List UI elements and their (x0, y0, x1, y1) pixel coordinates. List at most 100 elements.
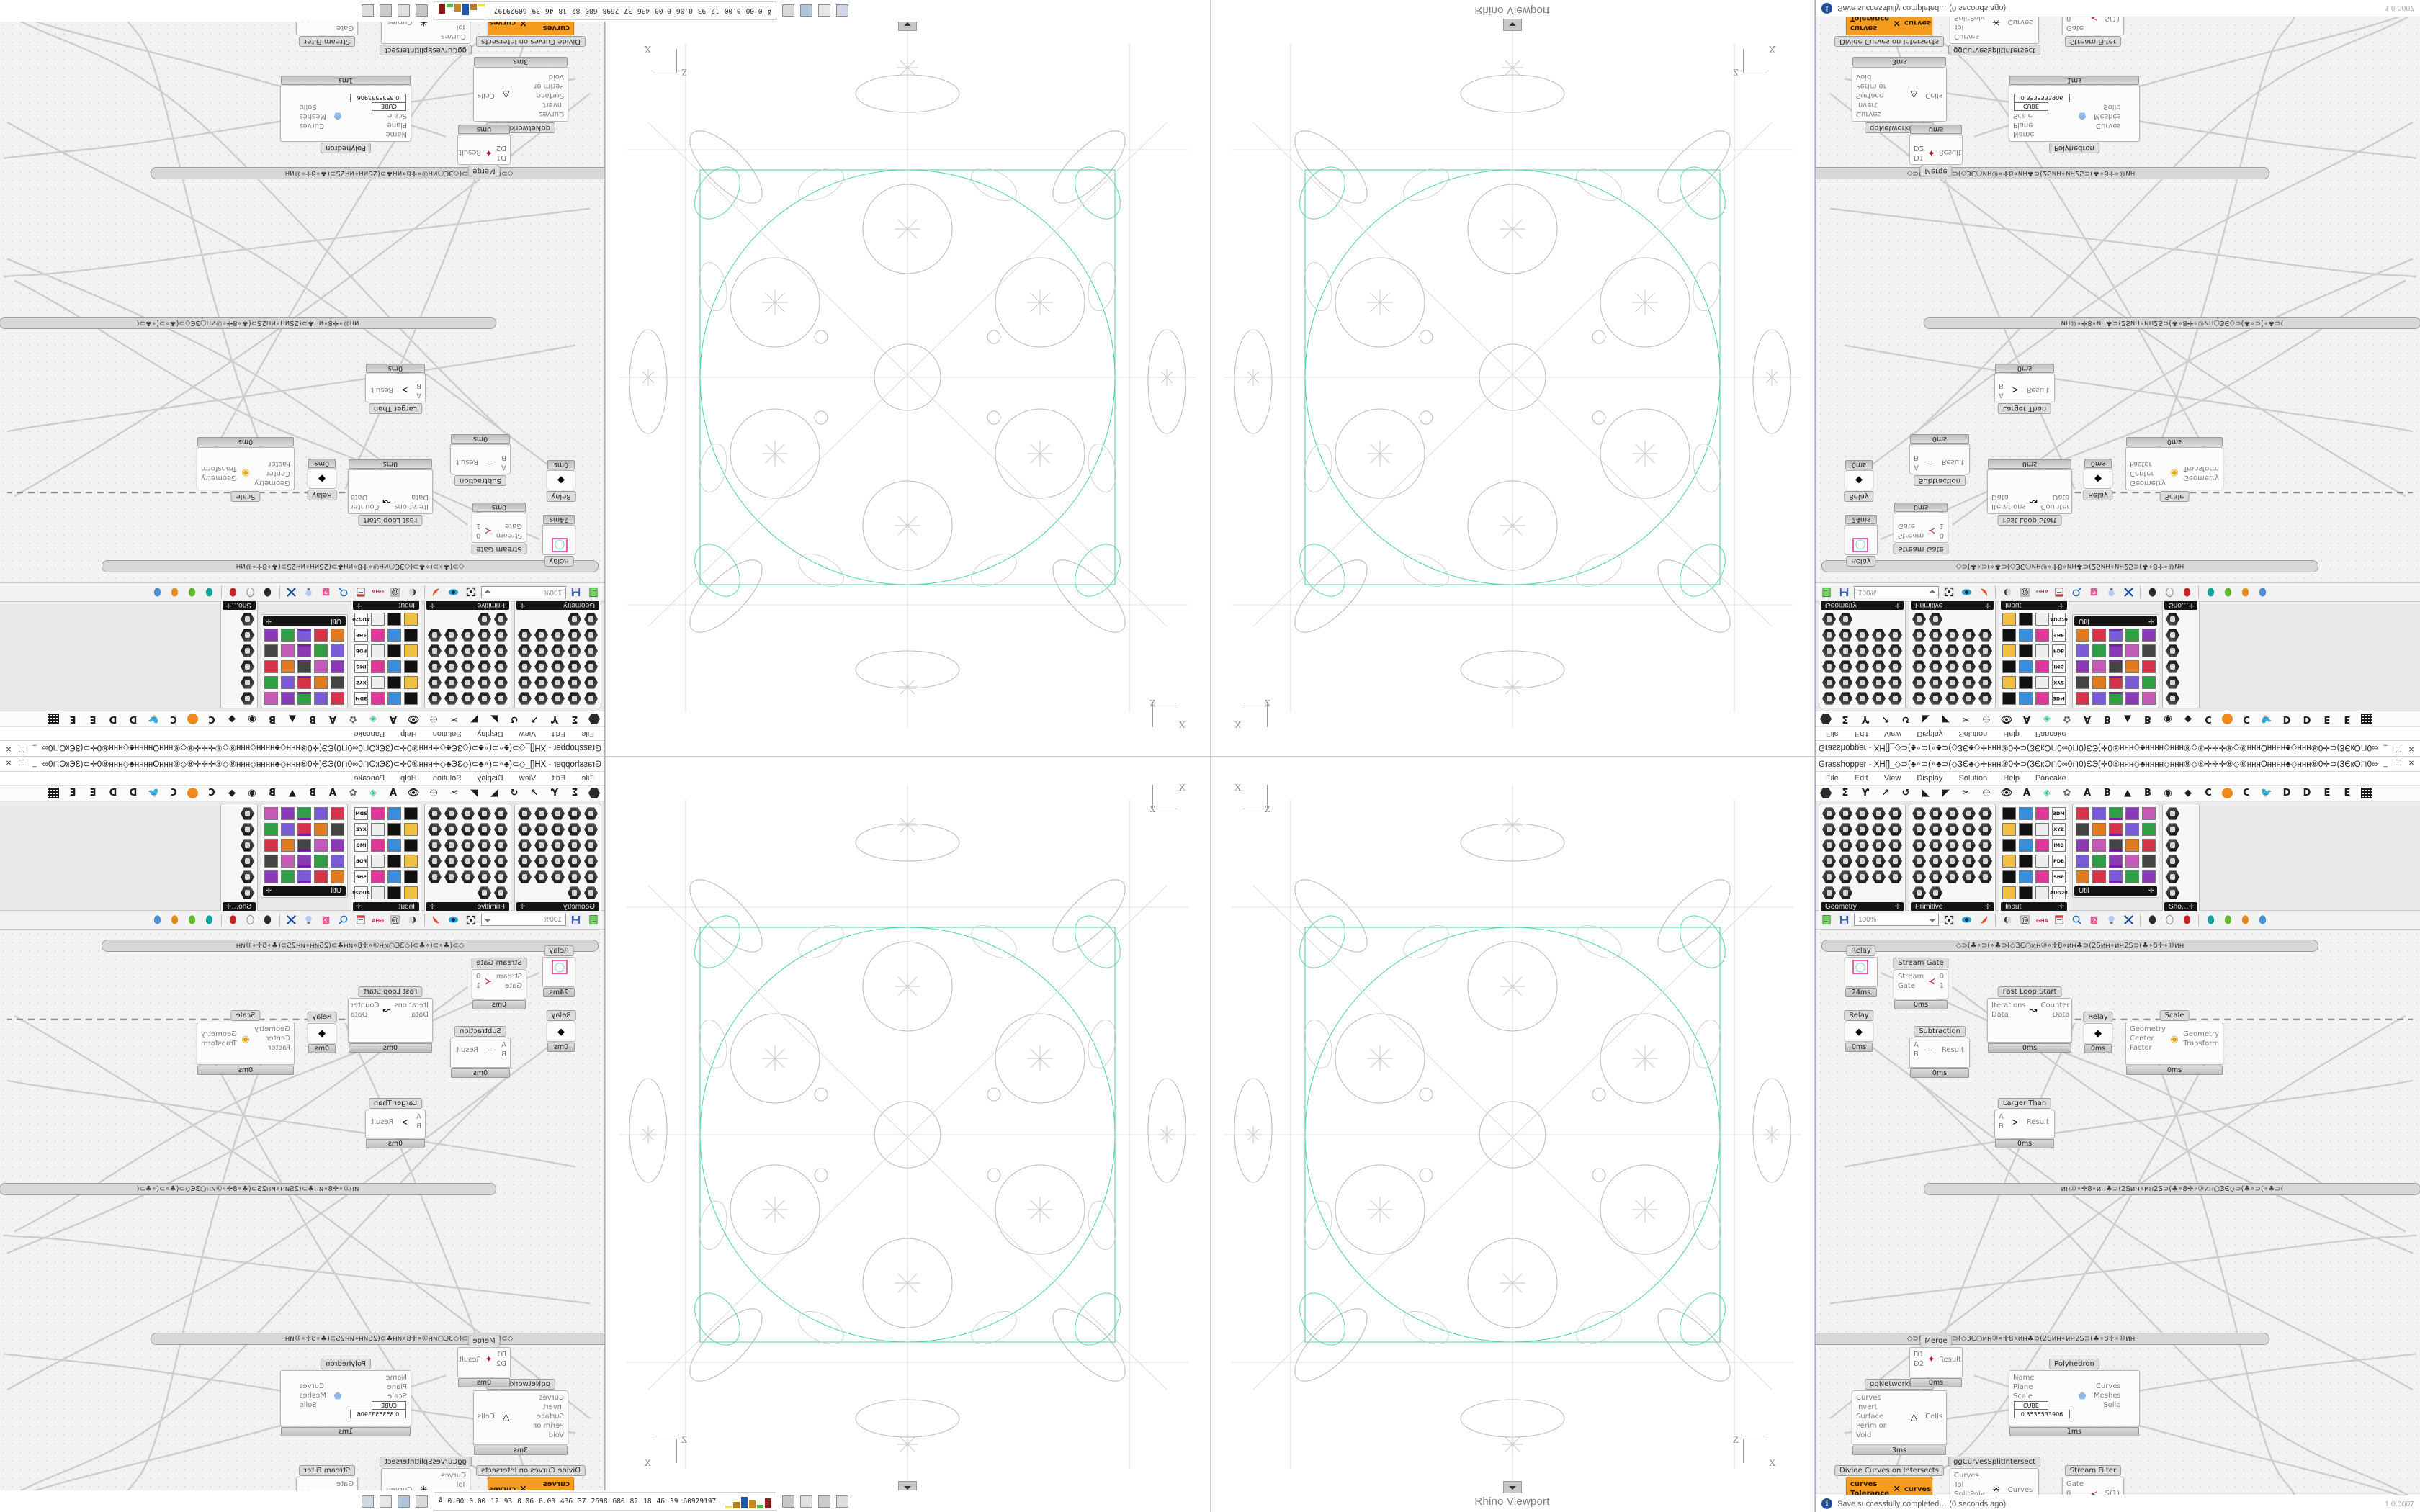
component-hex-icon[interactable] (241, 807, 254, 820)
util-component-icon[interactable] (281, 660, 295, 673)
component-hex-icon[interactable] (534, 692, 548, 705)
eye-icon[interactable]: 👁 (407, 788, 420, 798)
component-hex-icon[interactable] (1839, 839, 1852, 852)
input-param[interactable]: Factor (2130, 460, 2152, 468)
component-icon[interactable] (493, 659, 509, 675)
gh-component[interactable]: Relay ◯ 24ms (1845, 515, 1878, 567)
input-param[interactable]: Center (266, 469, 290, 477)
input-component-icon[interactable] (2035, 839, 2049, 852)
component-hex-icon[interactable] (534, 660, 548, 673)
input-param[interactable]: 0 (2066, 1490, 2071, 1495)
component-hex-icon[interactable] (461, 870, 475, 883)
input-component-icon[interactable]: PDB (2052, 855, 2066, 868)
component-hex-icon[interactable] (2166, 839, 2179, 852)
component-icon[interactable] (239, 853, 256, 869)
input-param[interactable]: Gate (1898, 522, 1915, 530)
output-param[interactable]: Data (350, 493, 368, 501)
component-icon[interactable] (329, 822, 346, 837)
component-icon[interactable] (2091, 806, 2107, 822)
component-icon[interactable] (313, 659, 329, 675)
component-icon[interactable] (279, 675, 296, 690)
component-icon[interactable] (516, 659, 533, 675)
close-button[interactable]: ✕ (5, 760, 12, 768)
matrix-icon[interactable] (2361, 714, 2372, 724)
orange-dot-icon[interactable] (187, 714, 198, 724)
input-component-icon[interactable]: PDB (354, 644, 368, 657)
component-icon[interactable] (2017, 806, 2034, 822)
letter-d2-icon[interactable]: D (109, 788, 117, 798)
component-icon[interactable] (1911, 853, 1927, 869)
fit-view-icon[interactable] (464, 585, 478, 600)
fit-view-icon[interactable] (1942, 585, 1956, 600)
component-icon[interactable] (403, 885, 419, 901)
letter-b2-icon[interactable]: B (269, 788, 276, 798)
close-button[interactable]: ✕ (5, 744, 12, 752)
component-hex-icon[interactable] (1978, 676, 1992, 689)
input-param[interactable]: Gate (336, 1480, 354, 1488)
component-nickname[interactable]: Polyhedron (2049, 1359, 2099, 1369)
component-icon[interactable] (313, 690, 329, 706)
letter-e2-icon[interactable]: E (2344, 788, 2351, 798)
util-component-icon[interactable] (2076, 692, 2089, 705)
component-icon[interactable] (329, 806, 346, 822)
component-icon[interactable] (566, 627, 583, 643)
input-component-icon[interactable] (2035, 870, 2049, 883)
input-param[interactable]: A (416, 391, 421, 399)
shade-black-icon[interactable] (261, 585, 275, 600)
component-icon[interactable]: PDB (353, 643, 369, 659)
ribbon-group-label[interactable]: Sho… ✛ (2164, 902, 2198, 912)
input-component-icon[interactable]: SHP (2052, 629, 2066, 642)
minimize-button[interactable]: _ (2383, 744, 2388, 752)
component-icon[interactable]: IMG (353, 659, 369, 675)
menu-edit[interactable]: Edit (552, 729, 566, 738)
letter-a-icon[interactable]: A (2022, 714, 2031, 724)
component-hex-icon[interactable] (478, 660, 491, 673)
component-icon[interactable] (443, 643, 460, 659)
util-component-icon[interactable] (2109, 807, 2123, 820)
component-icon[interactable] (1960, 627, 1977, 643)
component-icon[interactable] (1960, 869, 1977, 885)
component-icon[interactable] (1927, 885, 1944, 901)
group-bar-bottom[interactable]: ин⑩∘✛8∘ин♣⊃(2Ѕин∘ин2Ѕ⊃(♣∘8✛∘⑩ин○ЗЄ◇⊃(♣∘⊃… (1924, 317, 2420, 329)
tray-icon[interactable] (800, 4, 813, 17)
component-hex-icon[interactable] (551, 870, 565, 883)
component-hex-icon[interactable] (534, 676, 548, 689)
input-param[interactable]: Iterations (394, 503, 429, 510)
util-component-icon[interactable] (2076, 644, 2089, 657)
component-icon[interactable] (476, 853, 493, 869)
cloud-icon[interactable]: ✿ (2063, 714, 2071, 724)
input-param[interactable]: Plane (387, 121, 407, 129)
gem-blue-icon[interactable] (151, 585, 165, 600)
component-hex-icon[interactable] (568, 886, 581, 899)
component-icon[interactable] (2001, 627, 2017, 643)
preview-eye-icon[interactable] (1959, 585, 1973, 600)
component-icon[interactable] (2034, 611, 2051, 627)
component-nickname[interactable]: Relay (546, 491, 576, 502)
ribbon-group-expand-icon[interactable]: ✛ (1894, 601, 1901, 609)
input-component-icon[interactable] (371, 676, 385, 689)
output-param[interactable]: Result (456, 1045, 479, 1054)
input-param[interactable]: Curves (539, 1394, 564, 1402)
gem-teal-icon[interactable] (2203, 913, 2218, 927)
component-icon[interactable] (2091, 837, 2107, 853)
component-hex-icon[interactable] (1888, 870, 1902, 883)
cross-hatch-icon[interactable] (2121, 913, 2136, 927)
component-icon[interactable]: SHP (2051, 627, 2067, 643)
component-hex-icon[interactable] (584, 692, 598, 705)
letter-c2-icon[interactable]: C (2243, 788, 2250, 798)
component-hex-icon[interactable] (428, 839, 442, 852)
component-icon[interactable] (1870, 806, 1887, 822)
component-icon[interactable] (1821, 869, 1837, 885)
component-icon[interactable] (1977, 822, 1994, 837)
tray-icon[interactable] (782, 4, 795, 17)
output-param[interactable]: 0 (1939, 973, 1944, 981)
component-icon[interactable] (2017, 611, 2034, 627)
component-icon[interactable] (329, 643, 346, 659)
input-component-icon[interactable]: SHP (354, 870, 368, 883)
component-nickname[interactable]: Relay (307, 1012, 337, 1022)
util-component-icon[interactable] (331, 676, 344, 689)
input-param[interactable]: B (416, 1122, 421, 1130)
component-hex-icon[interactable] (478, 676, 491, 689)
component-icon[interactable] (1960, 822, 1977, 837)
